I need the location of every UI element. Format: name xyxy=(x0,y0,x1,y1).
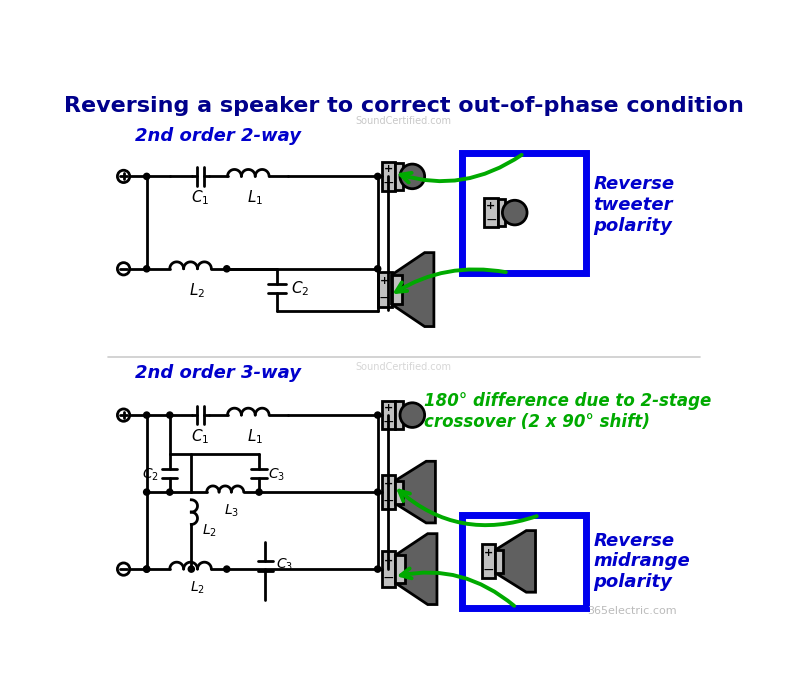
Text: SoundCertified.com: SoundCertified.com xyxy=(356,363,452,372)
Bar xyxy=(498,199,505,227)
Text: $C_2$: $C_2$ xyxy=(142,467,159,484)
Bar xyxy=(381,162,396,191)
Text: $C_1$: $C_1$ xyxy=(191,189,210,207)
Circle shape xyxy=(400,402,425,428)
Text: Reverse
midrange
polarity: Reverse midrange polarity xyxy=(593,531,690,591)
Circle shape xyxy=(167,489,173,495)
Circle shape xyxy=(167,412,173,418)
Text: $C_3$: $C_3$ xyxy=(276,557,293,573)
Text: $C_2$: $C_2$ xyxy=(291,279,309,298)
Text: +: + xyxy=(384,479,393,489)
Text: +: + xyxy=(384,164,393,174)
Text: +: + xyxy=(380,276,389,286)
Circle shape xyxy=(188,566,195,572)
Circle shape xyxy=(224,566,230,572)
Circle shape xyxy=(143,266,150,272)
Text: −: − xyxy=(383,415,394,429)
Circle shape xyxy=(503,200,527,225)
Circle shape xyxy=(374,566,381,572)
Text: +: + xyxy=(486,201,496,211)
Polygon shape xyxy=(396,461,436,523)
Text: $L_1$: $L_1$ xyxy=(247,189,263,207)
Bar xyxy=(484,198,498,228)
Circle shape xyxy=(143,489,150,495)
Bar xyxy=(396,555,404,583)
Circle shape xyxy=(400,164,425,189)
Circle shape xyxy=(143,566,150,572)
Text: +: + xyxy=(484,548,493,558)
Bar xyxy=(481,545,496,578)
Polygon shape xyxy=(396,533,437,605)
Circle shape xyxy=(143,566,150,572)
Text: $L_2$: $L_2$ xyxy=(202,523,217,539)
Text: $L_2$: $L_2$ xyxy=(189,281,206,300)
Text: −: − xyxy=(383,570,394,584)
Text: 365electric.com: 365electric.com xyxy=(587,606,677,617)
Text: SoundCertified.com: SoundCertified.com xyxy=(356,116,452,126)
Bar xyxy=(396,401,403,429)
Circle shape xyxy=(374,412,381,418)
Bar xyxy=(396,162,403,190)
Bar xyxy=(381,475,396,509)
Text: $C_3$: $C_3$ xyxy=(269,467,285,484)
Bar xyxy=(381,401,396,429)
Bar xyxy=(463,153,585,272)
Text: −: − xyxy=(383,494,394,508)
Bar xyxy=(381,552,396,587)
Circle shape xyxy=(224,266,230,272)
Text: −: − xyxy=(483,563,494,577)
Text: $L_1$: $L_1$ xyxy=(247,428,263,446)
Text: $L_3$: $L_3$ xyxy=(224,503,239,519)
Polygon shape xyxy=(496,531,536,592)
Text: −: − xyxy=(383,176,394,190)
Text: $L_2$: $L_2$ xyxy=(190,580,205,596)
Circle shape xyxy=(143,412,150,418)
Text: 2nd order 3-way: 2nd order 3-way xyxy=(135,364,301,382)
Text: 180° difference due to 2-stage
crossover (2 x 90° shift): 180° difference due to 2-stage crossover… xyxy=(424,392,711,430)
Text: −: − xyxy=(379,291,390,305)
Bar xyxy=(463,515,585,608)
Circle shape xyxy=(256,489,262,495)
Text: Reverse
tweeter
polarity: Reverse tweeter polarity xyxy=(593,175,675,234)
Circle shape xyxy=(143,174,150,179)
Circle shape xyxy=(374,266,381,272)
Text: $C_1$: $C_1$ xyxy=(191,428,210,446)
Text: +: + xyxy=(384,556,393,566)
Bar xyxy=(392,275,402,304)
Text: Reversing a speaker to correct out-of-phase condition: Reversing a speaker to correct out-of-ph… xyxy=(64,96,744,116)
Text: 2nd order 2-way: 2nd order 2-way xyxy=(135,127,301,146)
Polygon shape xyxy=(392,253,434,326)
Bar xyxy=(377,272,392,307)
Text: −: − xyxy=(485,213,496,227)
Circle shape xyxy=(374,174,381,179)
Bar xyxy=(496,550,504,573)
Circle shape xyxy=(374,489,381,495)
Text: +: + xyxy=(384,403,393,413)
Bar xyxy=(396,480,403,504)
